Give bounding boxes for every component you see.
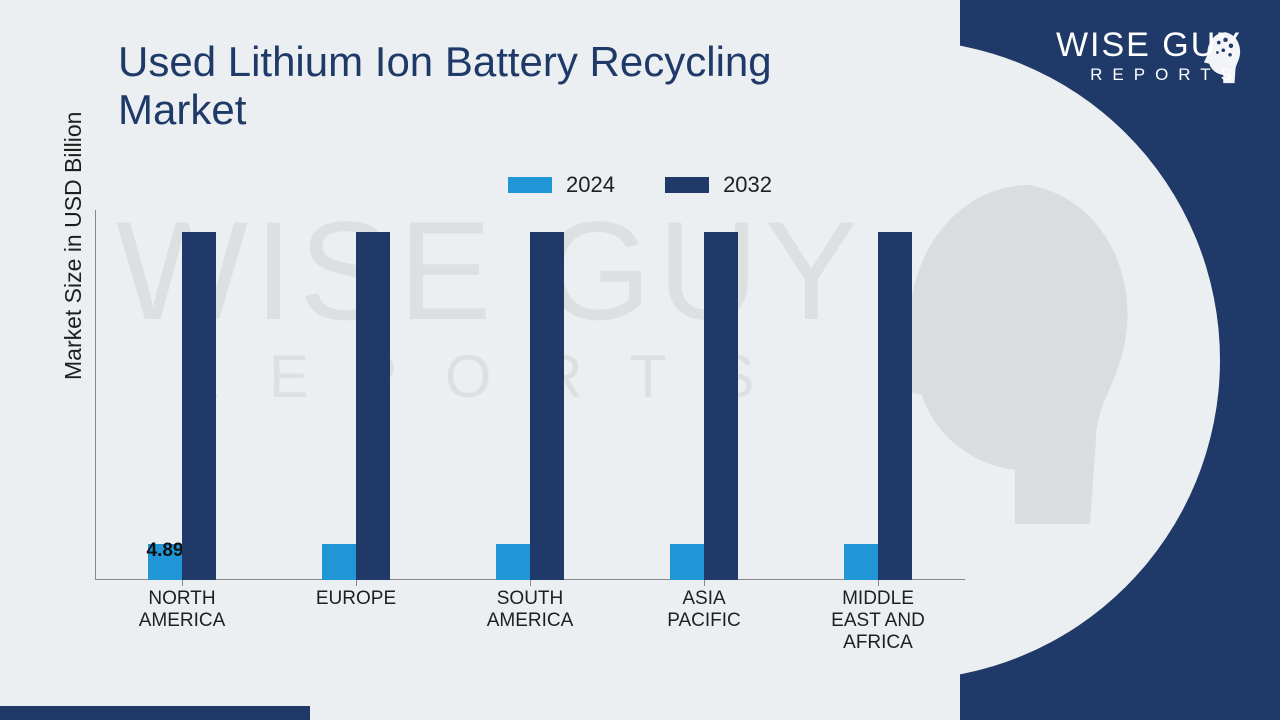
x-tick — [356, 580, 357, 586]
legend-label-2032: 2032 — [723, 172, 772, 198]
legend-item-2024: 2024 — [508, 172, 615, 198]
bar-group — [470, 210, 590, 580]
bar-group — [296, 210, 416, 580]
chart-plot: 4.89 — [95, 210, 965, 580]
legend-swatch-2032 — [665, 177, 709, 193]
x-axis-category-label: ASIA PACIFIC — [644, 588, 764, 654]
bar-group — [644, 210, 764, 580]
bar-2032 — [182, 232, 216, 580]
bar-groups: 4.89 — [95, 210, 965, 580]
x-axis-category-label: NORTH AMERICA — [122, 588, 242, 654]
y-axis-label: Market Size in USD Billion — [60, 112, 87, 380]
footer-bar — [0, 706, 310, 720]
brand-logo: WISE GUY REPORTS — [1056, 28, 1242, 83]
chart-canvas: WISE GUY REPORTS WISE GUY REPORTS Used L… — [0, 0, 1280, 720]
legend-item-2032: 2032 — [665, 172, 772, 198]
bar-2024 — [496, 544, 530, 580]
legend-swatch-2024 — [508, 177, 552, 193]
x-axis-category-label: SOUTH AMERICA — [470, 588, 590, 654]
bar-2032 — [530, 232, 564, 580]
bar-2024 — [322, 544, 356, 580]
bar-2024 — [844, 544, 878, 580]
logo-head-icon — [1198, 30, 1244, 84]
x-axis-labels: NORTH AMERICA EUROPE SOUTH AMERICA ASIA PAC… — [95, 588, 965, 654]
x-axis-category-label: EUROPE — [296, 588, 416, 654]
bar-value-label: 4.89 — [147, 540, 184, 562]
bar-2032 — [356, 232, 390, 580]
chart-title: Used Lithium Ion Battery Recycling Marke… — [118, 38, 878, 135]
bar-2032 — [704, 232, 738, 580]
x-tick — [182, 580, 183, 586]
bar-group — [818, 210, 938, 580]
legend: 2024 2032 — [0, 172, 1280, 199]
bar-group: 4.89 — [122, 210, 242, 580]
x-axis-category-label: MIDDLE EAST AND AFRICA — [818, 588, 938, 654]
bar-2032 — [878, 232, 912, 580]
x-tick — [878, 580, 879, 586]
x-tick — [530, 580, 531, 586]
x-tick — [704, 580, 705, 586]
bar-2024 — [670, 544, 704, 580]
legend-label-2024: 2024 — [566, 172, 615, 198]
